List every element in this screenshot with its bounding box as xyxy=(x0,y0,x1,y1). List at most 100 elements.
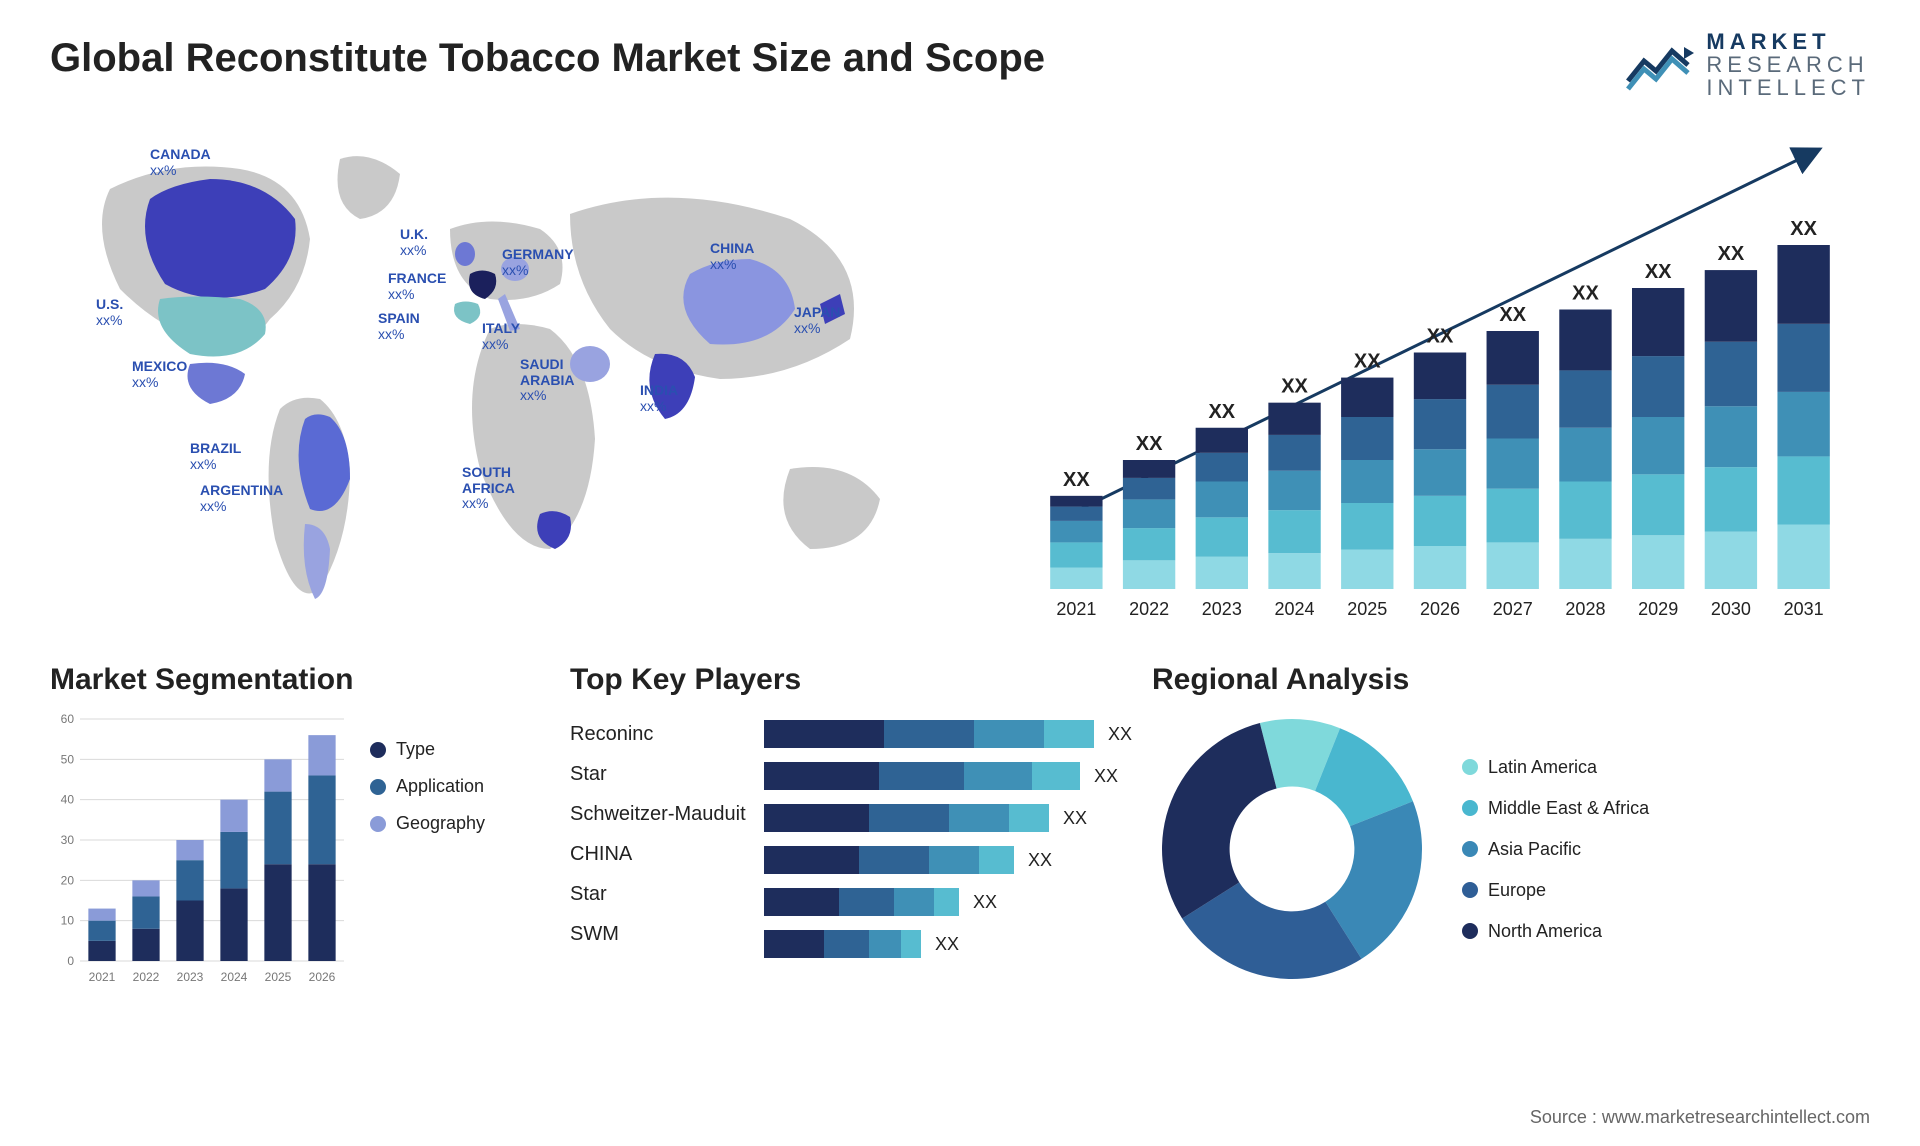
player-value: XX xyxy=(1028,850,1052,871)
svg-text:2024: 2024 xyxy=(1275,599,1315,619)
players-bars-column: XX XX XX XX XX XX xyxy=(764,719,1132,959)
svg-text:XX: XX xyxy=(1136,433,1163,455)
svg-text:2022: 2022 xyxy=(1129,599,1169,619)
map-label-mexico: MEXICOxx% xyxy=(132,359,187,390)
svg-text:60: 60 xyxy=(61,712,75,726)
player-value: XX xyxy=(935,934,959,955)
logo-line2: RESEARCH xyxy=(1706,53,1870,76)
map-mexico xyxy=(188,363,246,404)
segmentation-title: Market Segmentation xyxy=(50,663,550,697)
svg-text:XX: XX xyxy=(1281,376,1308,398)
player-bar-row: XX xyxy=(764,845,1132,875)
growth-chart-panel: XX 2021 XX 2022 XX 2023 XX 2024 XX 2025 XX 2026 XX 20… xyxy=(1010,119,1870,639)
svg-text:2031: 2031 xyxy=(1784,599,1824,619)
players-panel: Top Key Players Reconinc Star Schweitzer-M… xyxy=(570,663,1132,989)
svg-text:XX: XX xyxy=(1354,351,1381,373)
segmentation-panel: Market Segmentation 01020304050602021202… xyxy=(50,663,550,989)
svg-text:2025: 2025 xyxy=(1347,599,1387,619)
world-map xyxy=(50,119,970,639)
map-label-saudi-arabia: SAUDIARABIAxx% xyxy=(520,357,574,403)
player-bar-row: XX xyxy=(764,803,1132,833)
map-label-south-africa: SOUTHAFRICAxx% xyxy=(462,465,515,511)
player-value: XX xyxy=(1094,766,1118,787)
regional-donut xyxy=(1152,709,1432,989)
svg-text:2027: 2027 xyxy=(1493,599,1533,619)
seg-legend-item: Geography xyxy=(370,813,485,834)
svg-text:40: 40 xyxy=(61,793,75,807)
regional-legend-item: Europe xyxy=(1462,880,1649,901)
player-bar-row: XX xyxy=(764,929,1132,959)
regional-title: Regional Analysis xyxy=(1152,663,1870,697)
players-title: Top Key Players xyxy=(570,663,1132,697)
svg-text:XX: XX xyxy=(1063,469,1090,491)
svg-text:2026: 2026 xyxy=(309,970,336,984)
svg-text:XX: XX xyxy=(1208,401,1235,423)
svg-text:10: 10 xyxy=(61,914,75,928)
map-label-france: FRANCExx% xyxy=(388,271,446,302)
svg-text:2025: 2025 xyxy=(265,970,292,984)
svg-text:XX: XX xyxy=(1572,283,1599,305)
map-label-argentina: ARGENTINAxx% xyxy=(200,483,283,514)
player-name: Star xyxy=(570,883,750,906)
player-name: CHINA xyxy=(570,843,750,866)
svg-text:2021: 2021 xyxy=(1056,599,1096,619)
svg-text:2030: 2030 xyxy=(1711,599,1751,619)
player-name: Schweitzer-Mauduit xyxy=(570,803,750,826)
svg-text:50: 50 xyxy=(61,753,75,767)
map-label-u-s-: U.S.xx% xyxy=(96,297,123,328)
regional-legend-item: Asia Pacific xyxy=(1462,839,1649,860)
map-label-germany: GERMANYxx% xyxy=(502,247,574,278)
player-value: XX xyxy=(1108,724,1132,745)
map-label-u-k-: U.K.xx% xyxy=(400,227,428,258)
svg-text:XX: XX xyxy=(1718,243,1745,265)
map-label-india: INDIAxx% xyxy=(640,383,678,414)
svg-text:2022: 2022 xyxy=(133,970,160,984)
map-uk xyxy=(455,242,475,266)
map-saudi xyxy=(570,346,610,382)
players-name-column: Reconinc Star Schweitzer-Mauduit CHINA Star S… xyxy=(570,719,750,946)
player-value: XX xyxy=(973,892,997,913)
map-label-spain: SPAINxx% xyxy=(378,311,420,342)
svg-text:0: 0 xyxy=(67,954,74,968)
map-label-brazil: BRAZILxx% xyxy=(190,441,241,472)
svg-text:2023: 2023 xyxy=(177,970,204,984)
player-bar-row: XX xyxy=(764,761,1132,791)
brand-logo: MARKET RESEARCH INTELLECT xyxy=(1624,30,1870,99)
svg-text:30: 30 xyxy=(61,833,75,847)
svg-text:2026: 2026 xyxy=(1420,599,1460,619)
player-name: SWM xyxy=(570,923,750,946)
svg-text:2024: 2024 xyxy=(221,970,248,984)
map-usa xyxy=(158,297,266,357)
svg-text:XX: XX xyxy=(1427,326,1454,348)
regional-panel: Regional Analysis Latin America Middle Ea… xyxy=(1152,663,1870,989)
page-title: Global Reconstitute Tobacco Market Size … xyxy=(50,36,1045,81)
segmentation-legend: Type Application Geography xyxy=(370,739,485,834)
svg-text:XX: XX xyxy=(1645,261,1672,283)
world-map-panel: CANADAxx% U.S.xx% MEXICOxx% BRAZILxx% ARGENT… xyxy=(50,119,970,639)
seg-legend-item: Type xyxy=(370,739,485,760)
svg-text:2023: 2023 xyxy=(1202,599,1242,619)
logo-icon xyxy=(1624,37,1694,93)
player-bar-row: XX xyxy=(764,887,1132,917)
svg-text:2029: 2029 xyxy=(1638,599,1678,619)
logo-line1: MARKET xyxy=(1706,30,1870,53)
map-spain xyxy=(454,302,480,325)
source-attribution: Source : www.marketresearchintellect.com xyxy=(1530,1107,1870,1128)
map-label-china: CHINAxx% xyxy=(710,241,754,272)
player-name: Star xyxy=(570,763,750,786)
player-bar-row: XX xyxy=(764,719,1132,749)
regional-legend-item: Latin America xyxy=(1462,757,1649,778)
logo-line3: INTELLECT xyxy=(1706,76,1870,99)
svg-text:XX: XX xyxy=(1499,304,1526,326)
regional-legend-item: North America xyxy=(1462,921,1649,942)
svg-text:20: 20 xyxy=(61,874,75,888)
svg-text:2028: 2028 xyxy=(1565,599,1605,619)
map-label-canada: CANADAxx% xyxy=(150,147,211,178)
player-name: Reconinc xyxy=(570,723,750,746)
seg-legend-item: Application xyxy=(370,776,485,797)
svg-text:XX: XX xyxy=(1790,218,1817,240)
growth-chart: XX 2021 XX 2022 XX 2023 XX 2024 XX 2025 XX 2026 XX 20… xyxy=(1010,119,1870,639)
regional-legend-item: Middle East & Africa xyxy=(1462,798,1649,819)
map-label-japan: JAPANxx% xyxy=(794,305,840,336)
segmentation-chart: 0102030405060202120222023202420252026 xyxy=(50,709,350,989)
